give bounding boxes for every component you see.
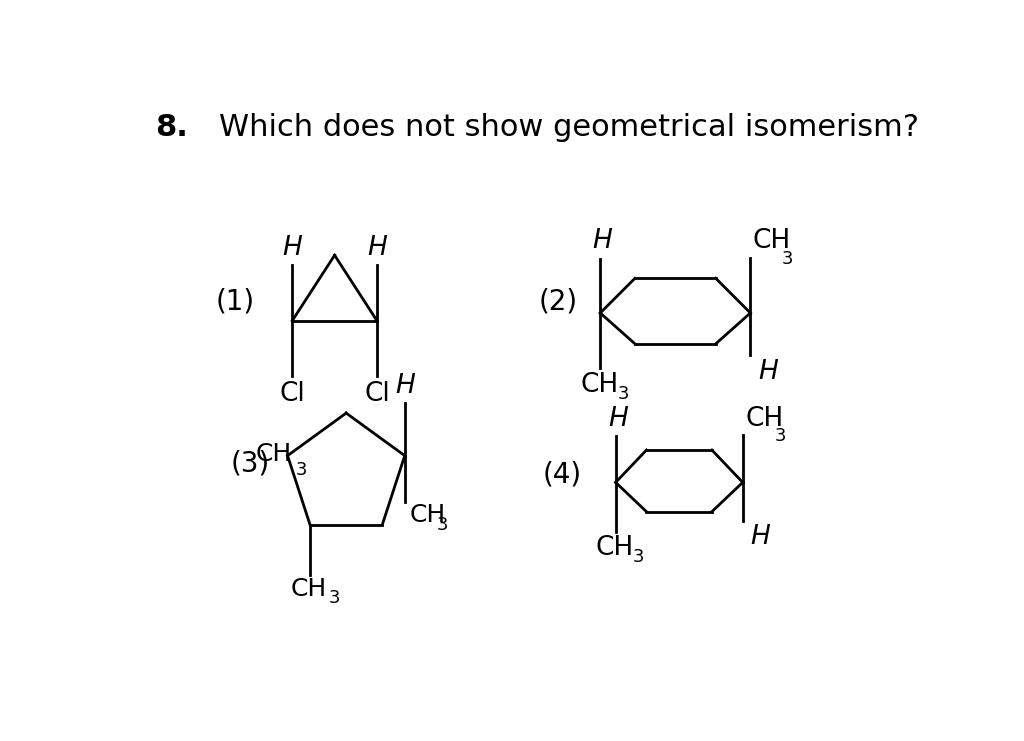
Text: H: H xyxy=(367,235,387,261)
Text: 3: 3 xyxy=(633,548,644,566)
Text: H: H xyxy=(395,373,415,399)
Text: 3: 3 xyxy=(617,385,629,403)
Text: CH: CH xyxy=(255,442,292,466)
Text: 3: 3 xyxy=(329,589,340,607)
Text: Which does not show geometrical isomerism?: Which does not show geometrical isomeris… xyxy=(219,113,920,142)
Text: H: H xyxy=(608,405,628,431)
Text: (1): (1) xyxy=(215,288,254,316)
Text: CH: CH xyxy=(596,535,634,561)
Text: CH: CH xyxy=(581,371,618,397)
Text: H: H xyxy=(283,235,302,261)
Text: Cl: Cl xyxy=(365,381,390,407)
Text: 3: 3 xyxy=(782,250,794,268)
Text: (3): (3) xyxy=(230,449,270,477)
Text: H: H xyxy=(751,524,770,550)
Text: 3: 3 xyxy=(295,460,307,479)
Text: (4): (4) xyxy=(543,461,582,489)
Text: CH: CH xyxy=(745,405,783,431)
Text: H: H xyxy=(758,359,778,385)
Text: H: H xyxy=(593,228,612,254)
Text: 8.: 8. xyxy=(156,113,188,142)
Text: Cl: Cl xyxy=(280,381,305,407)
Text: CH: CH xyxy=(410,503,445,528)
Text: 3: 3 xyxy=(436,516,447,534)
Text: CH: CH xyxy=(290,577,327,601)
Text: (2): (2) xyxy=(539,288,578,316)
Text: 3: 3 xyxy=(774,427,785,445)
Text: CH: CH xyxy=(753,228,791,254)
